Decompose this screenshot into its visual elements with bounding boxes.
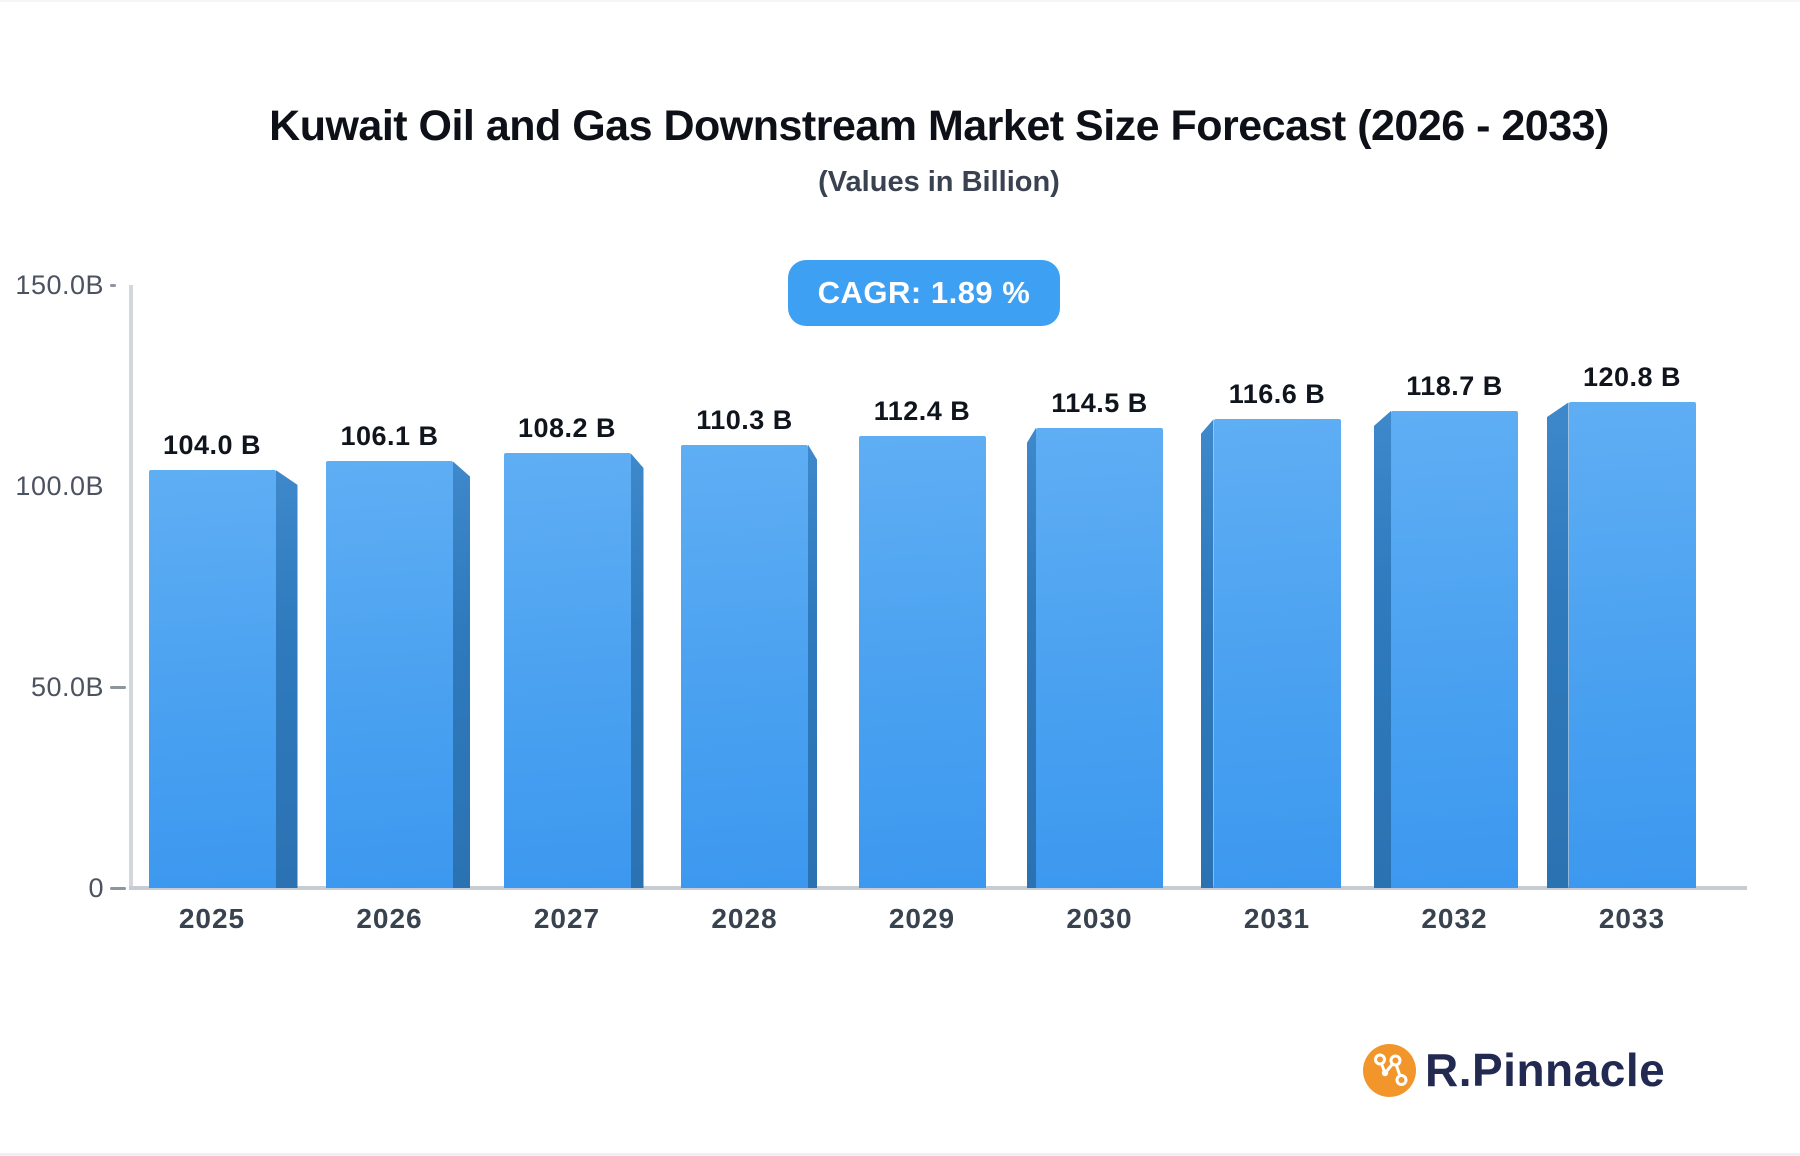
bar-2028 [681,444,808,888]
bar-value-label: 118.7 B [1406,370,1503,401]
cagr-badge-label: CAGR: 1.89 % [817,275,1031,310]
bar-value-label: 110.3 B [696,404,793,435]
bar-side-face [808,444,817,888]
bar-2033 [1568,402,1696,888]
bar-value-label: 114.5 B [1051,387,1148,418]
network-nodes-icon [1363,1043,1416,1097]
bar-value-label: 106.1 B [340,421,439,452]
chart-title: Kuwait Oil and Gas Downstream Market Siz… [269,102,1609,150]
bar-2025 [148,469,276,888]
bar-value-label: 120.8 B [1582,362,1682,393]
chart-subtitle: (Values in Billion) [818,166,1060,198]
y-axis-tick-label: 100.0B [15,471,104,501]
y-axis-tick-label: 50.0B [30,672,104,702]
y-axis-tick-mark [110,886,126,890]
y-axis-line [129,285,133,890]
bar-2027 [503,453,631,888]
x-axis-category-label: 2032 [1421,903,1488,934]
bar-value-label: 108.2 B [517,413,617,444]
y-axis-tick-mark [110,283,116,287]
chart-header: Kuwait Oil and Gas Downstream Market Siz… [78,2,1800,199]
brand-logo: R.Pinnacle [1363,1043,1665,1097]
bar-side-face [630,453,644,888]
x-axis-category-label: 2029 [888,903,956,934]
bar-side-face [1546,402,1569,888]
bar-side-face [1374,410,1391,888]
x-axis-category-label: 2026 [356,903,423,934]
x-axis-category-label: 2027 [533,903,601,934]
bar-2029 [858,436,986,888]
x-axis-category-label: 2030 [1066,903,1133,934]
bar-2026 [326,461,453,888]
bar-value-label: 116.6 B [1228,379,1326,410]
bar-2032 [1391,410,1518,888]
x-axis-category-label: 2033 [1598,903,1666,934]
y-axis-tick-label: 150.0B [15,270,104,300]
y-axis-tick-label: 0 [88,873,104,903]
bar-side-face [453,461,470,888]
x-axis-category-label: 2028 [711,903,778,934]
bar-2030 [1036,427,1163,888]
y-axis-tick-mark [110,685,126,689]
x-axis-category-label: 2025 [178,903,246,934]
x-axis-line [129,886,1747,890]
bar-value-label: 104.0 B [162,429,262,460]
bar-side-face [1200,419,1214,888]
bar-side-face [275,469,298,888]
x-axis-category-label: 2031 [1243,903,1311,934]
cagr-badge: CAGR: 1.89 % [788,260,1060,326]
bar-side-face [1027,427,1036,888]
brand-name: R.Pinnacle [1425,1044,1666,1096]
bar-value-label: 112.4 B [873,396,971,427]
bar-2031 [1213,419,1341,888]
